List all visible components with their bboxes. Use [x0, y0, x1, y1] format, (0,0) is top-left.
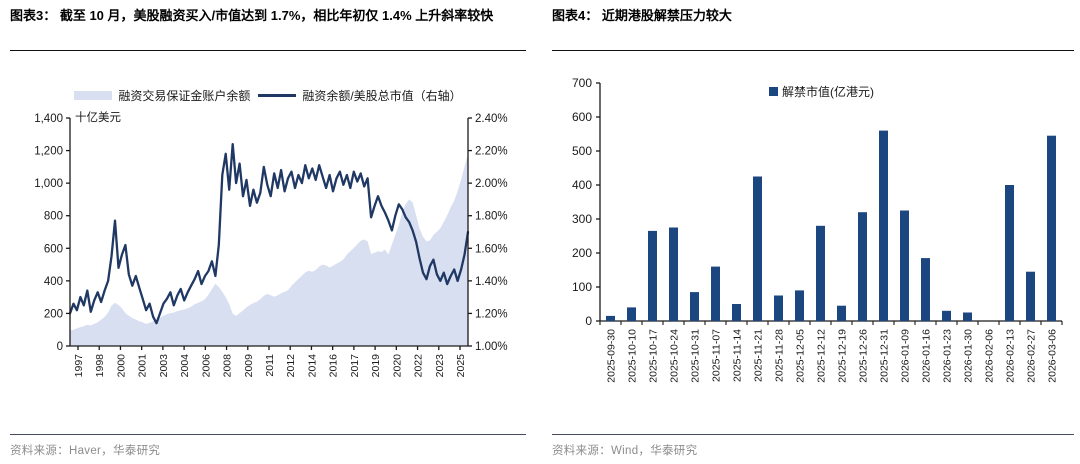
svg-text:2025-11-07: 2025-11-07	[711, 329, 723, 382]
svg-text:1998: 1998	[94, 354, 106, 378]
svg-text:1.80%: 1.80%	[475, 211, 508, 223]
svg-text:2019: 2019	[370, 354, 382, 378]
svg-text:1,000: 1,000	[34, 178, 63, 190]
svg-text:2025-09-30: 2025-09-30	[606, 329, 618, 383]
svg-text:300: 300	[572, 212, 592, 226]
legend-item-margin-balance: 融资交易保证金账户余额	[74, 87, 250, 104]
svg-text:700: 700	[572, 76, 592, 90]
svg-text:2017: 2017	[349, 354, 361, 378]
svg-text:200: 200	[44, 308, 63, 320]
svg-text:2020: 2020	[391, 354, 403, 378]
margin-balance-area-line-chart: 1,4001,2001,00080060040020002.40%2.20%2.…	[34, 110, 508, 378]
svg-text:2026-01-16: 2026-01-16	[921, 329, 933, 383]
svg-text:2006: 2006	[200, 354, 212, 378]
svg-text:500: 500	[572, 144, 592, 158]
svg-text:2000: 2000	[115, 354, 127, 378]
svg-text:十亿美元: 十亿美元	[75, 110, 121, 124]
svg-text:100: 100	[572, 280, 592, 294]
svg-text:2016: 2016	[328, 354, 340, 378]
legend-label-ratio: 融资余额/美股总市值（右轴）	[302, 89, 462, 103]
svg-text:1.00%: 1.00%	[475, 341, 508, 353]
unlock-value-bar-chart: 700 600 500 400 300 200 100 0 2025-09-30 2025-10-…	[572, 76, 1063, 383]
svg-text:2008: 2008	[222, 354, 234, 378]
svg-text:2022: 2022	[413, 354, 425, 378]
svg-text:2025-10-24: 2025-10-24	[669, 329, 681, 383]
svg-text:2026-01-23: 2026-01-23	[942, 329, 954, 383]
svg-text:2025-12-31: 2025-12-31	[879, 329, 891, 383]
legend-item-ratio: 融资余额/美股总市值（右轴）	[258, 87, 462, 104]
svg-text:1997: 1997	[73, 354, 85, 378]
svg-text:2025-11-14: 2025-11-14	[732, 329, 744, 382]
svg-text:2025-10-17: 2025-10-17	[648, 329, 660, 383]
svg-text:2025-12-26: 2025-12-26	[858, 329, 870, 383]
svg-text:2025-12-05: 2025-12-05	[795, 329, 807, 383]
svg-text:2025-10-31: 2025-10-31	[690, 329, 702, 383]
svg-text:1,200: 1,200	[34, 146, 63, 158]
svg-text:800: 800	[44, 211, 63, 223]
svg-text:400: 400	[44, 276, 63, 288]
svg-text:1.40%: 1.40%	[475, 276, 508, 288]
svg-text:2009: 2009	[243, 354, 255, 378]
svg-text:400: 400	[572, 178, 592, 192]
area-swatch-icon	[74, 91, 113, 100]
line-swatch-icon	[258, 94, 297, 97]
svg-text:2003: 2003	[158, 354, 170, 378]
figure-3-source: 资料来源：Haver，华泰研究	[10, 434, 526, 458]
figure-3-title: 图表3： 截至 10 月，美股融资买入/市值达到 1.7%，相比年初仅 1.4%…	[10, 6, 526, 51]
svg-text:2026-02-27: 2026-02-27	[1026, 329, 1038, 383]
svg-text:2026-03-06: 2026-03-06	[1047, 329, 1059, 383]
figure-3-legend: 融资交易保证金账户余额 融资余额/美股总市值（右轴）	[10, 87, 526, 104]
figure-3-panel: 图表3： 截至 10 月，美股融资买入/市值达到 1.7%，相比年初仅 1.4%…	[10, 6, 526, 458]
figure-4-panel: 图表4： 近期港股解禁压力较大 700 600 500 400 300 200 100 0 20…	[552, 6, 1074, 458]
svg-text:2.20%: 2.20%	[475, 146, 508, 158]
svg-text:2025-10-10: 2025-10-10	[627, 329, 639, 383]
svg-text:600: 600	[44, 243, 63, 255]
svg-text:2025-11-21: 2025-11-21	[753, 329, 765, 382]
svg-text:2023: 2023	[434, 354, 446, 378]
svg-text:2004: 2004	[179, 354, 191, 378]
svg-text:0: 0	[585, 314, 592, 328]
figure-4-title: 图表4： 近期港股解禁压力较大	[552, 6, 1074, 51]
svg-text:1,400: 1,400	[34, 113, 63, 125]
svg-text:2.40%: 2.40%	[475, 113, 508, 125]
svg-text:2026-01-09: 2026-01-09	[900, 329, 912, 383]
svg-text:2025-12-19: 2025-12-19	[837, 329, 849, 383]
source-text: 资料来源：Wind，华泰研究	[552, 445, 698, 457]
svg-text:2011: 2011	[264, 354, 276, 377]
svg-text:200: 200	[572, 246, 592, 260]
svg-text:2025-11-28: 2025-11-28	[774, 329, 786, 382]
svg-text:2026-02-13: 2026-02-13	[1005, 329, 1017, 383]
svg-text:0: 0	[57, 341, 63, 353]
legend-label-margin-balance: 融资交易保证金账户余额	[118, 89, 251, 103]
svg-text:2026-02-06: 2026-02-06	[984, 329, 996, 383]
svg-text:600: 600	[572, 110, 592, 124]
svg-text:2014: 2014	[306, 354, 318, 378]
svg-text:解禁市值(亿港元): 解禁市值(亿港元)	[782, 84, 874, 99]
svg-text:2012: 2012	[285, 354, 297, 378]
figure-4-source: 资料来源：Wind，华泰研究	[552, 434, 1074, 458]
svg-text:2025: 2025	[455, 354, 467, 378]
svg-text:1.60%: 1.60%	[475, 243, 508, 255]
svg-text:2026-01-30: 2026-01-30	[963, 329, 975, 383]
svg-text:2001: 2001	[137, 354, 149, 378]
source-text: 资料来源：Haver，华泰研究	[10, 445, 161, 457]
svg-text:2.00%: 2.00%	[475, 178, 508, 190]
svg-text:2025-12-12: 2025-12-12	[816, 329, 828, 383]
svg-text:1.20%: 1.20%	[475, 308, 508, 320]
